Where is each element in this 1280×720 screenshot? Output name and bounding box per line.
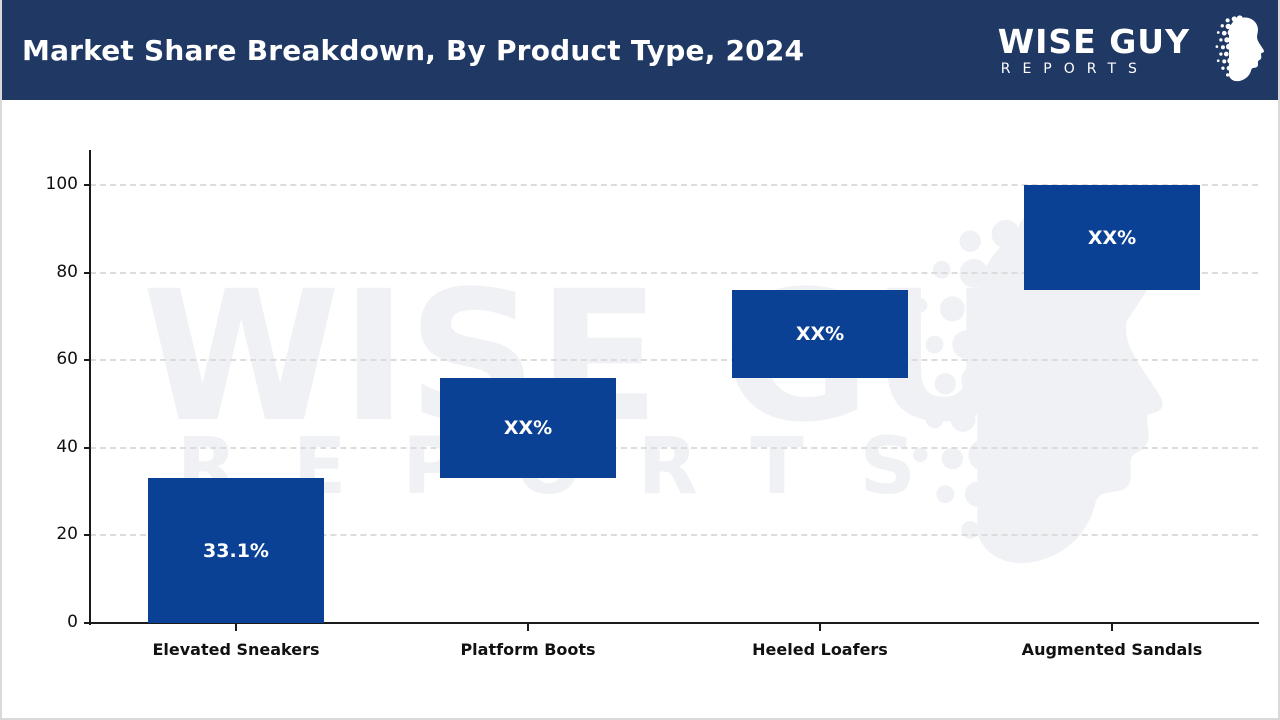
gridline-80 bbox=[90, 271, 1258, 274]
y-axis-tick bbox=[84, 271, 90, 274]
gridline-20 bbox=[90, 534, 1258, 537]
bar-value-label: XX% bbox=[503, 416, 553, 439]
x-axis-line bbox=[89, 622, 1259, 624]
bar-augmented-sandals: XX% bbox=[1024, 185, 1200, 291]
logo-text: WISE GUY REPORTS bbox=[998, 25, 1190, 76]
y-axis-tick-label: 60 bbox=[56, 349, 78, 370]
x-axis-tick bbox=[527, 624, 529, 631]
page-title: Market Share Breakdown, By Product Type,… bbox=[22, 33, 805, 67]
x-axis-tick bbox=[1111, 624, 1113, 631]
bar-elevated-sneakers: 33.1% bbox=[148, 478, 324, 623]
y-axis-tick-label: 20 bbox=[56, 524, 78, 545]
x-axis-category-label: Augmented Sandals bbox=[1021, 640, 1203, 659]
y-axis-line bbox=[89, 150, 91, 625]
header-bar: Market Share Breakdown, By Product Type,… bbox=[2, 0, 1278, 100]
x-axis-category-label: Platform Boots bbox=[460, 640, 596, 659]
bar-value-label: 33.1% bbox=[203, 539, 269, 562]
gridline-100 bbox=[90, 184, 1258, 186]
logo-subtitle: REPORTS bbox=[1000, 60, 1149, 77]
x-axis-category-label: Elevated Sneakers bbox=[152, 640, 320, 659]
y-axis-tick-label: 40 bbox=[56, 436, 78, 457]
gridline-40 bbox=[90, 446, 1258, 449]
wise-guy-reports-logo: WISE GUY REPORTS bbox=[998, 7, 1268, 93]
y-axis-tick-label: 0 bbox=[67, 612, 78, 632]
bar-value-label: XX% bbox=[1087, 226, 1137, 249]
logo-head-icon bbox=[1215, 15, 1264, 82]
y-axis-tick bbox=[84, 359, 90, 362]
y-axis-tick bbox=[84, 446, 90, 449]
logo-wordmark: WISE GUY bbox=[997, 21, 1190, 61]
x-axis-tick bbox=[819, 624, 821, 631]
y-axis-tick bbox=[84, 622, 90, 624]
y-axis-tick bbox=[84, 534, 90, 537]
bar-heeled-loafers: XX% bbox=[732, 290, 908, 378]
y-axis-tick-label: 80 bbox=[56, 261, 78, 282]
bar-platform-boots: XX% bbox=[440, 377, 616, 479]
x-axis-category-label: Heeled Loafers bbox=[752, 640, 888, 659]
x-axis-tick bbox=[235, 624, 237, 631]
y-axis-tick-label: 100 bbox=[45, 174, 78, 194]
bar-value-label: XX% bbox=[795, 322, 845, 345]
y-axis-tick bbox=[84, 184, 90, 186]
gridline-60 bbox=[90, 359, 1258, 362]
